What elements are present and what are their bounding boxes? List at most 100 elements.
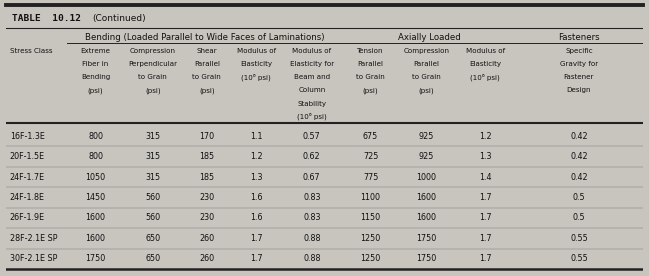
- Text: 24F-1.7E: 24F-1.7E: [10, 172, 45, 182]
- Text: Gravity for: Gravity for: [560, 61, 598, 67]
- Text: Elasticity: Elasticity: [469, 61, 501, 67]
- Text: 0.88: 0.88: [303, 234, 321, 243]
- Text: Compression: Compression: [130, 48, 176, 54]
- Text: 1.1: 1.1: [250, 132, 262, 140]
- Text: 1450: 1450: [86, 193, 106, 202]
- Text: 315: 315: [145, 172, 160, 182]
- Text: Parallel: Parallel: [194, 61, 220, 67]
- Text: 30F-2.1E SP: 30F-2.1E SP: [10, 254, 57, 264]
- Text: 26F-1.9E: 26F-1.9E: [10, 213, 45, 222]
- Text: 1600: 1600: [416, 213, 436, 222]
- Text: to Grain: to Grain: [412, 74, 441, 80]
- Text: 0.42: 0.42: [570, 132, 588, 140]
- Text: 315: 315: [145, 132, 160, 140]
- Text: Fastener: Fastener: [564, 74, 594, 80]
- Text: to Grain: to Grain: [356, 74, 385, 80]
- Text: 1100: 1100: [361, 193, 380, 202]
- Text: 675: 675: [363, 132, 378, 140]
- Text: (10⁶ psi): (10⁶ psi): [297, 113, 326, 120]
- Text: 0.5: 0.5: [572, 213, 585, 222]
- Text: 1.7: 1.7: [479, 213, 491, 222]
- Text: 1600: 1600: [86, 234, 106, 243]
- Text: 0.83: 0.83: [303, 193, 321, 202]
- Text: 1.2: 1.2: [479, 132, 491, 140]
- Text: 1.3: 1.3: [250, 172, 262, 182]
- Text: Parallel: Parallel: [413, 61, 439, 67]
- Text: Perpendicular: Perpendicular: [129, 61, 177, 67]
- Text: 185: 185: [199, 172, 214, 182]
- Text: 1.7: 1.7: [250, 254, 262, 264]
- Text: 260: 260: [199, 254, 214, 264]
- Text: 0.67: 0.67: [303, 172, 321, 182]
- Text: 1250: 1250: [360, 254, 381, 264]
- Text: Elasticity: Elasticity: [240, 61, 272, 67]
- Text: 1.7: 1.7: [479, 193, 491, 202]
- Text: (psi): (psi): [199, 87, 215, 94]
- Text: 0.83: 0.83: [303, 213, 321, 222]
- Text: TABLE  10.12: TABLE 10.12: [12, 14, 80, 23]
- Text: 0.42: 0.42: [570, 172, 588, 182]
- Text: 650: 650: [145, 234, 160, 243]
- Text: 1600: 1600: [86, 213, 106, 222]
- Text: Specific: Specific: [565, 48, 593, 54]
- Text: Tension: Tension: [358, 48, 384, 54]
- Text: Beam and: Beam and: [294, 74, 330, 80]
- Text: 0.5: 0.5: [572, 193, 585, 202]
- Text: 1.6: 1.6: [250, 213, 262, 222]
- Text: 1050: 1050: [86, 172, 106, 182]
- Text: (psi): (psi): [145, 87, 160, 94]
- Text: 1.3: 1.3: [479, 152, 491, 161]
- Text: (psi): (psi): [419, 87, 434, 94]
- Text: Shear: Shear: [197, 48, 217, 54]
- Text: Modulus of: Modulus of: [465, 48, 505, 54]
- Text: 1600: 1600: [416, 193, 436, 202]
- Text: 0.55: 0.55: [570, 234, 588, 243]
- Text: 230: 230: [199, 213, 214, 222]
- Text: 16F-1.3E: 16F-1.3E: [10, 132, 45, 140]
- Text: Stability: Stability: [297, 100, 326, 107]
- Text: (Continued): (Continued): [92, 14, 146, 23]
- Text: Bending (Loaded Parallel to Wide Faces of Laminations): Bending (Loaded Parallel to Wide Faces o…: [86, 33, 325, 42]
- Text: 315: 315: [145, 152, 160, 161]
- Text: to Grain: to Grain: [138, 74, 167, 80]
- Text: 560: 560: [145, 193, 160, 202]
- Text: 800: 800: [88, 152, 103, 161]
- Text: 650: 650: [145, 254, 160, 264]
- Text: 230: 230: [199, 193, 214, 202]
- Text: (psi): (psi): [88, 87, 103, 94]
- Text: 185: 185: [199, 152, 214, 161]
- Text: Extreme: Extreme: [80, 48, 110, 54]
- Text: Design: Design: [567, 87, 591, 94]
- Text: 925: 925: [419, 152, 434, 161]
- Text: Modulus of: Modulus of: [237, 48, 276, 54]
- Text: 0.55: 0.55: [570, 254, 588, 264]
- Text: 0.62: 0.62: [303, 152, 321, 161]
- Text: (10⁶ psi): (10⁶ psi): [241, 74, 271, 81]
- Text: 925: 925: [419, 132, 434, 140]
- Text: 1.7: 1.7: [479, 234, 491, 243]
- Text: 260: 260: [199, 234, 214, 243]
- Text: 1.4: 1.4: [479, 172, 491, 182]
- Text: (10⁶ psi): (10⁶ psi): [471, 74, 500, 81]
- Text: 24F-1.8E: 24F-1.8E: [10, 193, 45, 202]
- Text: 1750: 1750: [86, 254, 106, 264]
- Text: Stress Class: Stress Class: [10, 48, 52, 54]
- Text: 1750: 1750: [416, 254, 436, 264]
- Text: 725: 725: [363, 152, 378, 161]
- Text: 0.88: 0.88: [303, 254, 321, 264]
- Text: 28F-2.1E SP: 28F-2.1E SP: [10, 234, 57, 243]
- Text: Fasteners: Fasteners: [558, 33, 600, 42]
- Text: 1150: 1150: [361, 213, 381, 222]
- Text: Compression: Compression: [403, 48, 449, 54]
- Text: Axially Loaded: Axially Loaded: [398, 33, 461, 42]
- Text: Fiber in: Fiber in: [82, 61, 108, 67]
- Text: 775: 775: [363, 172, 378, 182]
- Text: 1.2: 1.2: [250, 152, 262, 161]
- Text: 0.42: 0.42: [570, 152, 588, 161]
- Text: Modulus of: Modulus of: [292, 48, 332, 54]
- Text: 1.7: 1.7: [479, 254, 491, 264]
- Text: 1250: 1250: [360, 234, 381, 243]
- Text: Parallel: Parallel: [358, 61, 384, 67]
- Text: 800: 800: [88, 132, 103, 140]
- Text: Column: Column: [298, 87, 325, 94]
